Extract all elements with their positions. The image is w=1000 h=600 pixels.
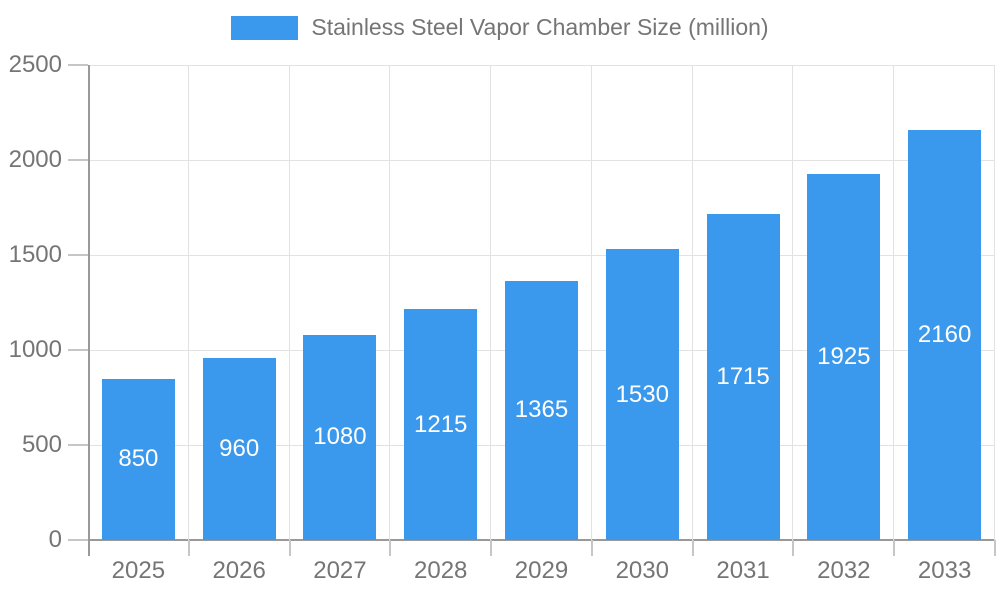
v-gridline bbox=[187, 65, 189, 540]
x-tick bbox=[389, 540, 392, 556]
y-tick-label: 2000 bbox=[8, 146, 62, 173]
legend-label: Stainless Steel Vapor Chamber Size (mill… bbox=[311, 14, 769, 40]
bar-2032: 1925 bbox=[807, 174, 881, 540]
bar-value-label: 960 bbox=[219, 434, 260, 462]
bar-2028: 1215 bbox=[404, 309, 478, 540]
bar-2026: 960 bbox=[202, 357, 276, 540]
bar-value-label: 1215 bbox=[414, 410, 468, 438]
bar-2025: 850 bbox=[101, 378, 175, 540]
bar-value-label: 1365 bbox=[514, 396, 569, 424]
h-gridline bbox=[88, 159, 995, 161]
bar-value-label: 1715 bbox=[716, 363, 770, 391]
y-axis-line bbox=[88, 65, 90, 556]
y-tick bbox=[68, 64, 88, 66]
x-tick bbox=[893, 540, 896, 556]
x-tick-label: 2027 bbox=[313, 557, 367, 584]
y-tick-label: 1500 bbox=[8, 241, 62, 268]
y-tick bbox=[68, 444, 88, 446]
bar-value-label: 1530 bbox=[615, 380, 669, 408]
h-gridline bbox=[88, 64, 995, 66]
bar-value-label: 1080 bbox=[313, 423, 367, 451]
y-tick bbox=[68, 159, 88, 161]
x-tick-label: 2025 bbox=[111, 557, 166, 584]
legend-swatch bbox=[231, 15, 299, 40]
bar-2033: 2160 bbox=[908, 129, 982, 540]
y-tick-label: 0 bbox=[48, 526, 62, 553]
y-tick-label: 500 bbox=[21, 431, 62, 458]
x-tick-label: 2032 bbox=[817, 557, 871, 584]
x-tick-label: 2030 bbox=[615, 557, 669, 584]
bar-value-label: 1925 bbox=[817, 343, 871, 371]
x-tick-label: 2026 bbox=[212, 557, 266, 584]
x-tick-label: 2031 bbox=[716, 557, 770, 584]
y-tick bbox=[68, 539, 88, 541]
y-tick bbox=[68, 349, 88, 351]
bar-value-label: 2160 bbox=[917, 320, 972, 348]
x-tick-label: 2028 bbox=[414, 557, 468, 584]
bar-2031: 1715 bbox=[706, 214, 780, 540]
x-tick bbox=[490, 540, 493, 556]
v-gridline bbox=[288, 65, 290, 540]
bar-2027: 1080 bbox=[303, 334, 377, 540]
x-tick bbox=[288, 540, 291, 556]
v-gridline bbox=[893, 65, 895, 540]
v-gridline bbox=[691, 65, 693, 540]
x-tick-label: 2033 bbox=[917, 557, 972, 584]
x-axis-line bbox=[68, 539, 995, 541]
x-tick bbox=[792, 540, 795, 556]
x-tick bbox=[187, 540, 190, 556]
h-gridline bbox=[88, 254, 995, 256]
bar-2030: 1530 bbox=[605, 249, 679, 540]
v-gridline bbox=[490, 65, 492, 540]
v-gridline bbox=[792, 65, 794, 540]
x-tick bbox=[590, 540, 593, 556]
v-gridline bbox=[994, 65, 995, 540]
v-gridline bbox=[590, 65, 592, 540]
plot-area: 850 960 1080 1215 1365 1530 1715 1925 2160 bbox=[68, 64, 996, 556]
y-tick-label: 1000 bbox=[8, 336, 62, 363]
x-tick bbox=[994, 540, 996, 556]
bar-2029: 1365 bbox=[505, 280, 578, 540]
legend[interactable]: Stainless Steel Vapor Chamber Size (mill… bbox=[0, 14, 1000, 41]
x-tick bbox=[691, 540, 694, 556]
bar-value-label: 850 bbox=[118, 445, 159, 473]
x-tick-label: 2029 bbox=[514, 557, 569, 584]
v-gridline bbox=[389, 65, 391, 540]
y-tick bbox=[68, 254, 88, 256]
y-tick-label: 2500 bbox=[8, 51, 62, 78]
